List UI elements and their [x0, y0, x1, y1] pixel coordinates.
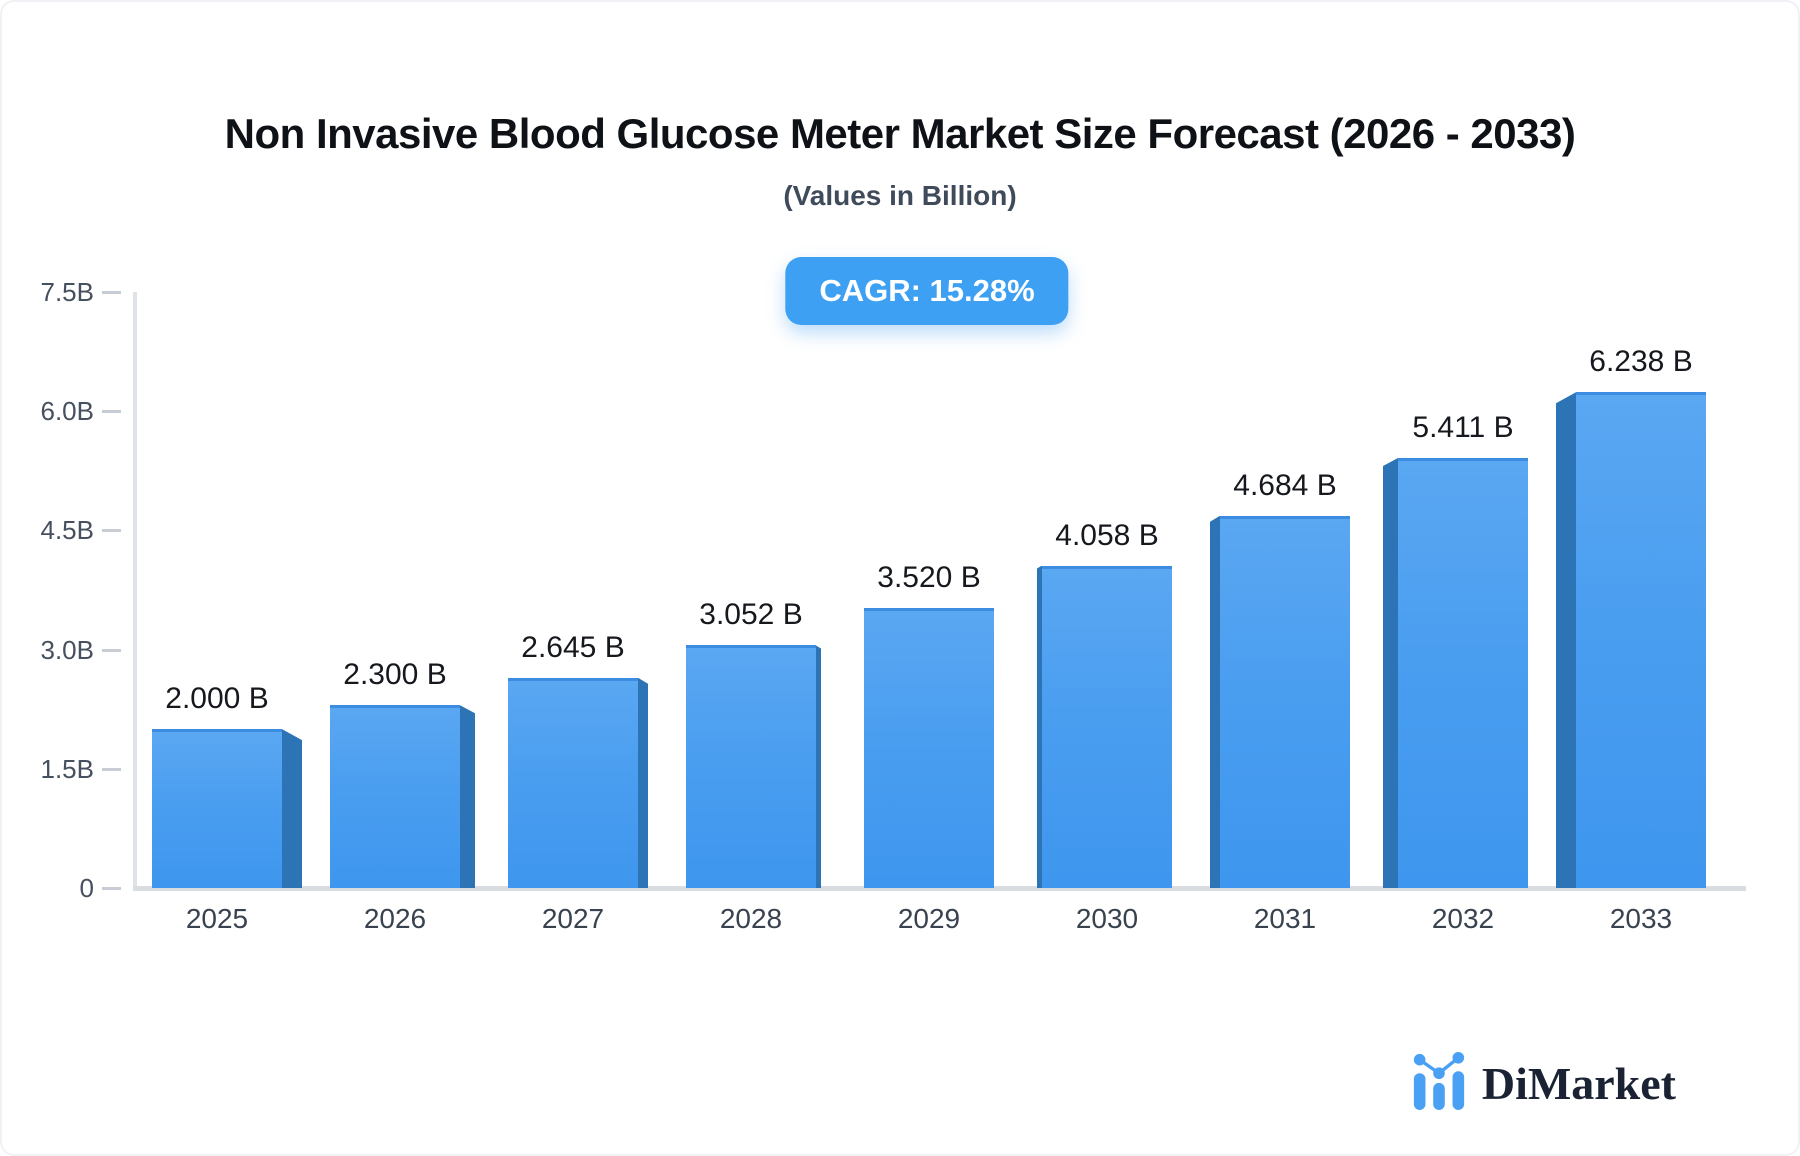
x-axis-label: 2027 [541, 903, 605, 934]
bar-2025[interactable] [152, 729, 302, 888]
bar-value-label: 3.520 B [877, 561, 981, 595]
bar-value-label: 2.645 B [521, 630, 625, 664]
bar-2032[interactable] [1383, 458, 1528, 888]
bar-side-3d [1037, 565, 1042, 888]
x-axis-label: 2030 [1075, 903, 1139, 934]
bar-2028[interactable] [686, 645, 821, 888]
bar-2029[interactable] [864, 608, 994, 888]
bar-face [1042, 565, 1172, 888]
y-tick-mark [102, 410, 121, 414]
bar-face [330, 705, 460, 888]
bar-value-label: 2.300 B [343, 658, 447, 692]
y-axis-label: 1.5B [40, 753, 95, 784]
bar-face [1398, 458, 1528, 888]
x-axis-label: 2031 [1253, 903, 1317, 934]
bar-face [1576, 392, 1706, 888]
bar-face [508, 677, 638, 888]
bar-2033[interactable] [1556, 392, 1706, 888]
bar-2031[interactable] [1210, 515, 1350, 888]
bar-face [864, 608, 994, 888]
bar-face [1220, 515, 1350, 888]
cagr-badge: CAGR: 15.28% [785, 257, 1069, 325]
bar-face [686, 645, 816, 888]
bar-side-3d [1383, 458, 1398, 888]
y-axis-label: 4.5B [40, 515, 95, 546]
y-axis-line [133, 292, 137, 888]
bar-value-label: 6.238 B [1589, 345, 1693, 379]
bar-2030[interactable] [1037, 565, 1172, 888]
bar-side-3d [282, 729, 302, 888]
dimarket-logo: DiMarket [1410, 1050, 1676, 1110]
bar-value-label: 3.052 B [699, 598, 803, 632]
bar-face [152, 729, 282, 888]
x-axis-label: 2025 [185, 903, 249, 934]
bar-side-3d [638, 677, 648, 888]
bar-side-3d [460, 705, 475, 888]
y-axis-label: 6.0B [40, 396, 95, 427]
y-axis-label: 3.0B [40, 634, 95, 665]
bar-side-3d [816, 645, 821, 888]
x-axis-label: 2028 [719, 903, 783, 934]
y-tick-mark [102, 529, 121, 533]
y-tick-mark [102, 887, 121, 890]
y-axis-label: 0 [79, 873, 94, 903]
y-axis-label: 7.5B [40, 277, 95, 307]
bar-value-label: 4.684 B [1233, 468, 1337, 502]
y-tick-mark [102, 767, 121, 771]
bar-side-3d [1210, 515, 1220, 888]
bar-value-label: 2.000 B [165, 682, 269, 716]
bar-2026[interactable] [330, 705, 475, 888]
x-axis-line [133, 886, 1746, 891]
chart-subtitle: (Values in Billion) [783, 180, 1017, 211]
y-tick-mark [102, 291, 121, 294]
x-axis-label: 2029 [897, 903, 961, 934]
bar-2027[interactable] [508, 677, 648, 888]
chart-title: Non Invasive Blood Glucose Meter Market … [224, 110, 1576, 157]
y-tick-mark [102, 648, 121, 652]
bar-chart-logo-icon [1413, 1051, 1464, 1110]
x-axis-label: 2033 [1609, 903, 1673, 934]
x-axis-label: 2032 [1431, 903, 1495, 934]
bar-side-3d [1556, 392, 1576, 888]
bar-value-label: 4.058 B [1055, 518, 1159, 552]
bar-value-label: 5.411 B [1412, 411, 1514, 444]
x-axis-label: 2026 [363, 903, 427, 934]
logo-text: DiMarket [1481, 1058, 1676, 1109]
